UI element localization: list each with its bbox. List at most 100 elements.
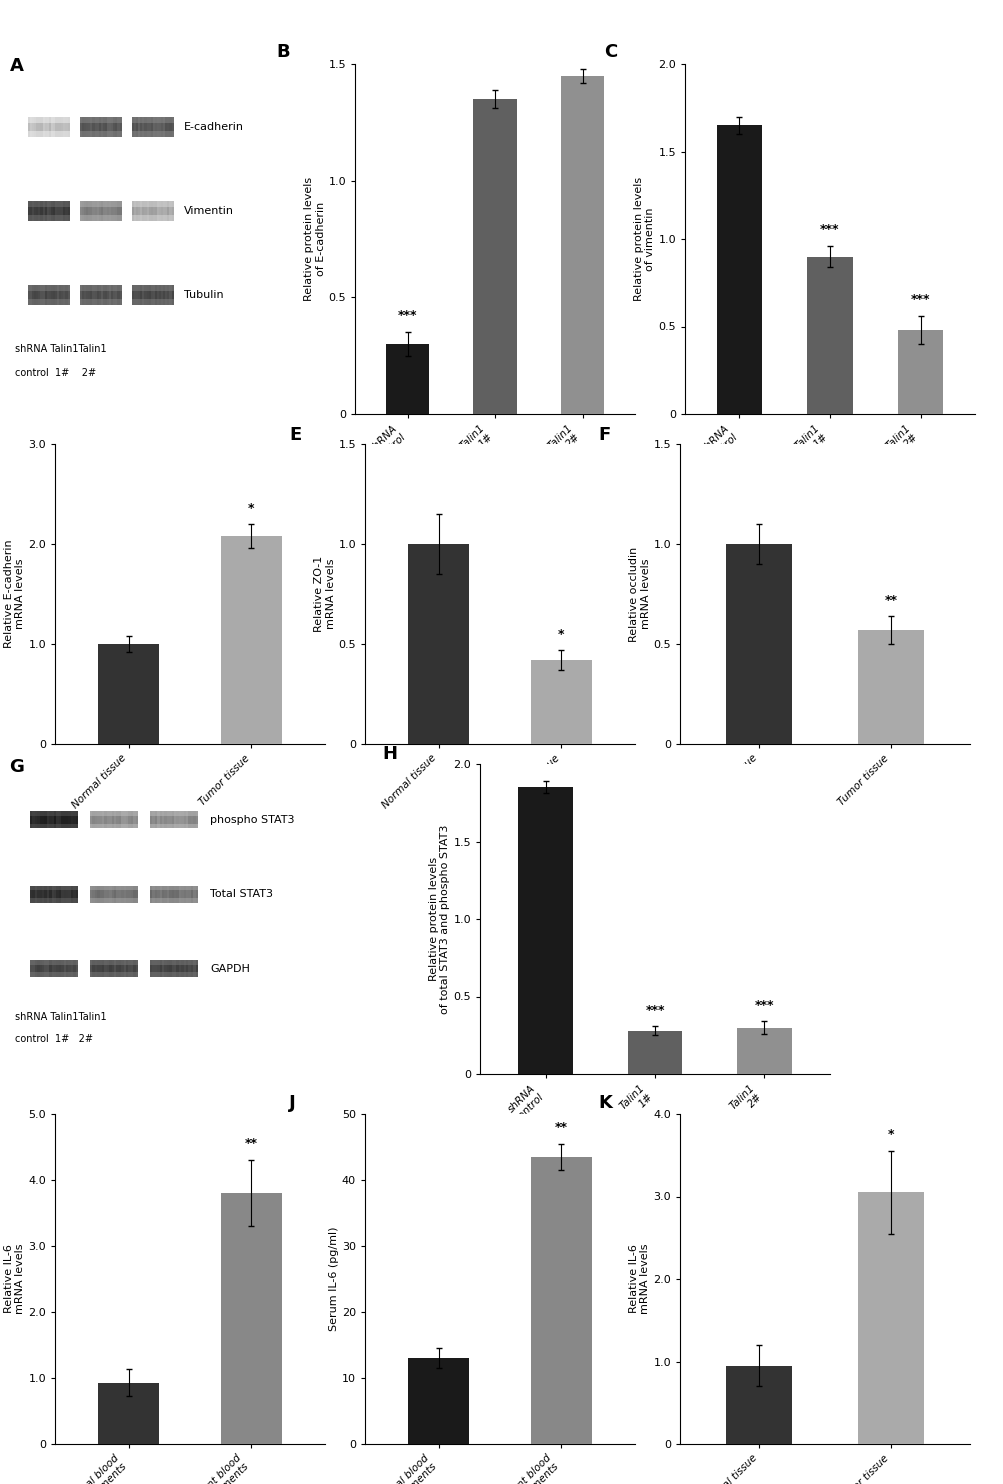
Bar [82, 202, 84, 221]
Bar [42, 960, 44, 976]
Bar [63, 960, 66, 976]
Bar [161, 960, 164, 976]
Bar [174, 812, 177, 828]
Bar [36, 202, 38, 221]
Bar [28, 117, 69, 123]
Bar [186, 886, 189, 902]
Bar [44, 960, 47, 976]
Bar [34, 202, 36, 221]
Bar [111, 202, 113, 221]
Bar [55, 285, 57, 304]
Y-axis label: Serum IL-6 (pg/ml): Serum IL-6 (pg/ml) [329, 1227, 339, 1331]
Bar [135, 960, 137, 976]
Bar [172, 886, 174, 902]
Bar [84, 202, 86, 221]
Bar [196, 960, 198, 976]
Text: ***: *** [397, 309, 417, 322]
Bar [156, 117, 158, 137]
Bar [118, 886, 121, 902]
Bar [134, 285, 136, 304]
Bar [92, 886, 94, 902]
Bar [138, 202, 140, 221]
Bar [94, 202, 96, 221]
Bar [123, 812, 125, 828]
Bar [98, 644, 159, 743]
Text: ***: *** [910, 292, 930, 306]
Bar [159, 886, 161, 902]
Bar [184, 886, 186, 902]
Bar [37, 812, 39, 828]
Bar [135, 886, 137, 902]
Bar [168, 202, 170, 221]
Bar [80, 202, 121, 206]
Bar [104, 812, 106, 828]
Bar [71, 812, 73, 828]
Bar [146, 117, 148, 137]
Bar [82, 285, 84, 304]
Bar [98, 202, 100, 221]
Bar [154, 886, 157, 902]
Bar [40, 117, 42, 137]
Bar [531, 660, 592, 743]
Bar [100, 202, 102, 221]
Bar [196, 886, 198, 902]
Bar [191, 812, 193, 828]
Bar [114, 960, 116, 976]
Bar [51, 960, 54, 976]
Bar [154, 117, 156, 137]
Bar [181, 812, 184, 828]
Bar [131, 300, 174, 304]
Bar [56, 812, 59, 828]
Bar [385, 344, 429, 414]
Bar [30, 202, 32, 221]
Bar [125, 812, 128, 828]
Bar [113, 202, 115, 221]
Bar [196, 812, 198, 828]
Bar [30, 972, 78, 976]
Bar [90, 972, 137, 976]
Bar [40, 202, 42, 221]
Bar [157, 960, 159, 976]
Bar [68, 812, 71, 828]
Bar [38, 117, 40, 137]
Bar [146, 285, 148, 304]
Bar [94, 960, 97, 976]
Bar [170, 886, 172, 902]
Bar [128, 886, 130, 902]
Bar [154, 285, 156, 304]
Bar [156, 285, 158, 304]
Bar [28, 285, 69, 291]
Bar [42, 285, 44, 304]
Bar [136, 285, 138, 304]
Bar [116, 960, 118, 976]
Bar [68, 960, 71, 976]
Bar [67, 117, 69, 137]
Bar [102, 886, 104, 902]
Bar [75, 886, 78, 902]
Bar [149, 886, 152, 902]
Bar [148, 202, 150, 221]
Bar [28, 285, 30, 304]
Text: H: H [381, 745, 396, 763]
Bar [86, 117, 88, 137]
Bar [102, 202, 105, 221]
Bar [109, 117, 111, 137]
Bar [90, 812, 137, 816]
Bar [164, 960, 166, 976]
Text: A: A [10, 56, 24, 76]
Bar [146, 202, 148, 221]
Bar [37, 960, 39, 976]
Y-axis label: Relative ZO-1
mRNA levels: Relative ZO-1 mRNA levels [314, 556, 335, 632]
Bar [80, 117, 82, 137]
Bar [56, 960, 59, 976]
Bar [47, 886, 49, 902]
Bar [148, 285, 150, 304]
Bar [130, 960, 133, 976]
Bar [73, 812, 75, 828]
Text: *: * [887, 1128, 894, 1141]
Bar [144, 117, 146, 137]
Bar [152, 202, 154, 221]
Bar [71, 960, 73, 976]
Text: B: B [276, 43, 290, 61]
Bar [75, 812, 78, 828]
